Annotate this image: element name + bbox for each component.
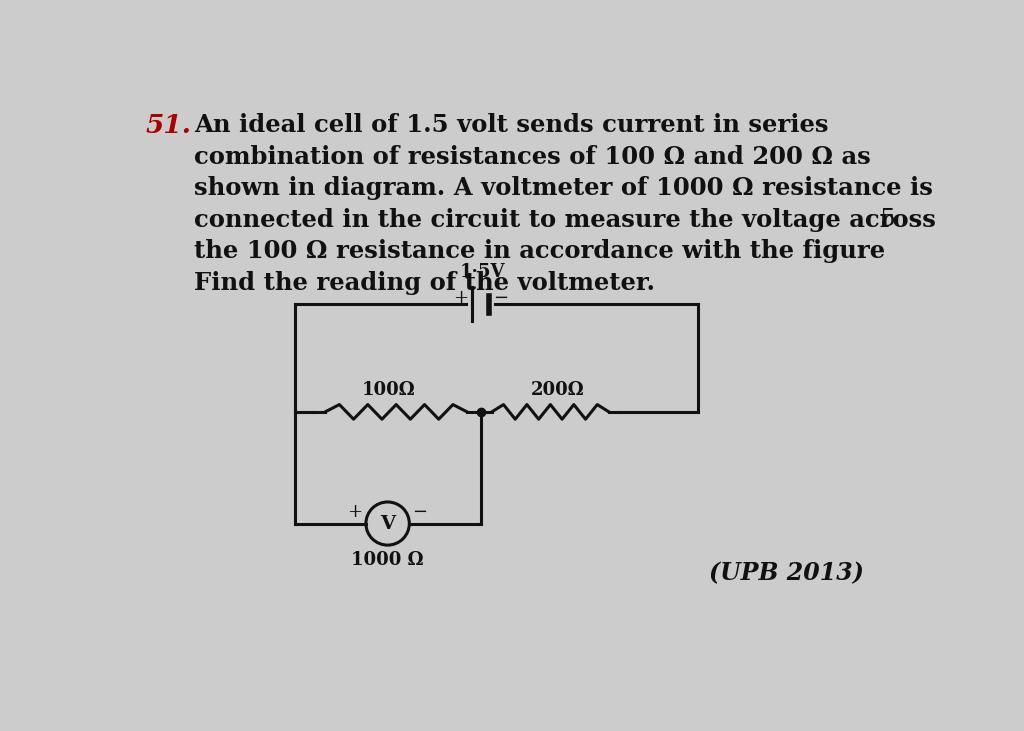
Text: 1·5V: 1·5V — [460, 263, 505, 281]
Text: the 100 Ω resistance in accordance with the figure: the 100 Ω resistance in accordance with … — [194, 240, 885, 263]
Text: (UPB 2013): (UPB 2013) — [710, 561, 864, 586]
Text: 1000 Ω: 1000 Ω — [351, 551, 424, 569]
Text: 200Ω: 200Ω — [531, 381, 585, 399]
Text: V: V — [380, 515, 395, 533]
Text: shown in diagram. A voltmeter of 1000 Ω resistance is: shown in diagram. A voltmeter of 1000 Ω … — [194, 176, 933, 200]
Text: −: − — [494, 289, 508, 307]
Text: −: − — [413, 503, 428, 521]
Text: 100Ω: 100Ω — [361, 381, 415, 399]
Text: Find the reading of the voltmeter.: Find the reading of the voltmeter. — [194, 271, 655, 295]
Text: An ideal cell of 1.5 volt sends current in series: An ideal cell of 1.5 volt sends current … — [194, 113, 828, 137]
Text: +: + — [347, 503, 362, 521]
Text: 51.: 51. — [145, 113, 190, 138]
Text: 5: 5 — [880, 208, 895, 231]
Text: connected in the circuit to measure the voltage across: connected in the circuit to measure the … — [194, 208, 936, 232]
Text: combination of resistances of 100 Ω and 200 Ω as: combination of resistances of 100 Ω and … — [194, 145, 870, 169]
Text: +: + — [453, 289, 468, 307]
